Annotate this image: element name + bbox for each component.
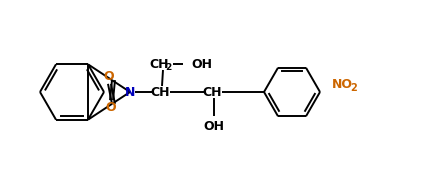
Text: OH: OH (191, 57, 212, 70)
Text: O: O (106, 101, 116, 114)
Text: NO: NO (332, 77, 353, 90)
Text: CH: CH (150, 86, 170, 98)
Text: N: N (125, 86, 135, 98)
Text: CH: CH (202, 86, 222, 98)
Text: O: O (104, 70, 114, 83)
Text: 2: 2 (165, 62, 171, 71)
Text: OH: OH (203, 120, 224, 133)
Text: 2: 2 (350, 83, 357, 93)
Text: CH: CH (149, 57, 169, 70)
